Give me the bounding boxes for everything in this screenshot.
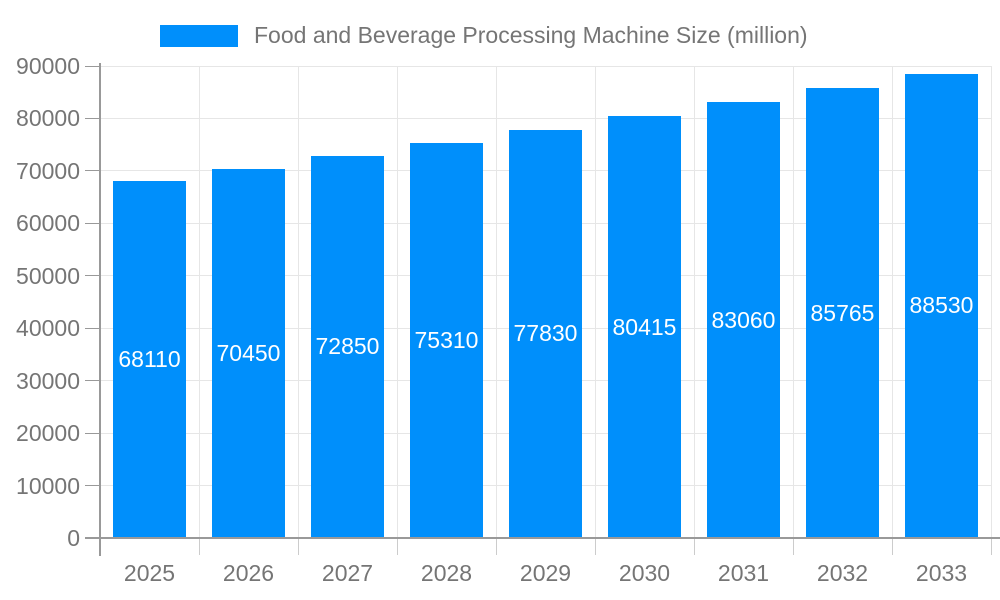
legend: Food and Beverage Processing Machine Siz…	[160, 22, 808, 49]
x-gridline	[396, 66, 398, 538]
x-axis-tick	[396, 538, 398, 555]
bar-2025[interactable]: 68110	[113, 180, 186, 538]
bar-value-label: 88530	[909, 292, 974, 319]
x-axis-label: 2028	[420, 560, 473, 586]
y-gridline	[100, 117, 991, 119]
x-axis-tick	[792, 538, 794, 555]
y-axis-label: 90000	[16, 53, 80, 79]
bar-value-label: 68110	[118, 345, 181, 372]
x-axis-line	[85, 537, 1000, 539]
y-axis-label: 20000	[16, 420, 80, 447]
y-axis-label: 80000	[16, 105, 80, 132]
x-axis-tick	[297, 538, 299, 555]
y-gridline	[100, 65, 991, 67]
y-axis-label: 70000	[16, 157, 80, 184]
y-axis-tick	[85, 222, 100, 224]
x-gridline	[990, 66, 992, 538]
bar-2027[interactable]: 72850	[311, 155, 384, 538]
x-axis-tick	[495, 538, 497, 555]
y-axis-tick	[85, 65, 100, 67]
y-axis-tick	[85, 432, 100, 434]
x-gridline	[792, 66, 794, 538]
bar-value-label: 83060	[711, 306, 776, 333]
legend-swatch[interactable]	[160, 24, 238, 47]
x-gridline	[198, 66, 200, 538]
x-axis-label: 2025	[123, 560, 176, 586]
x-axis-label: 2031	[717, 560, 770, 586]
bar-2026[interactable]: 70450	[212, 168, 285, 538]
y-axis-label: 0	[67, 525, 80, 551]
y-axis-label: 10000	[16, 472, 80, 499]
x-gridline	[495, 66, 497, 538]
bar-value-label: 85765	[810, 299, 875, 326]
x-gridline	[693, 66, 695, 538]
x-gridline	[297, 66, 299, 538]
bar-value-label: 75310	[414, 327, 479, 353]
x-axis-label: 2026	[222, 560, 275, 586]
bar-value-label: 80415	[612, 313, 677, 340]
x-axis-tick	[693, 538, 695, 555]
bar-value-label: 77830	[513, 320, 578, 347]
y-axis-tick	[85, 485, 100, 487]
bar-2031[interactable]: 83060	[707, 102, 780, 538]
x-axis-tick	[990, 538, 992, 555]
legend-label[interactable]: Food and Beverage Processing Machine Siz…	[254, 22, 808, 48]
y-axis-tick	[85, 117, 100, 119]
x-axis-label: 2032	[816, 560, 869, 586]
x-axis-label: 2030	[618, 560, 671, 586]
bar-2030[interactable]: 80415	[608, 116, 681, 538]
bar-2033[interactable]: 88530	[905, 73, 978, 538]
y-axis-label: 40000	[16, 315, 80, 342]
x-axis-label: 2029	[519, 560, 572, 586]
y-axis-tick	[85, 275, 100, 277]
bar-2032[interactable]: 85765	[806, 88, 879, 538]
y-axis-tick	[85, 380, 100, 382]
x-axis-tick	[198, 538, 200, 555]
x-axis-tick	[594, 538, 596, 555]
bar-value-label: 72850	[315, 333, 380, 360]
y-axis-label: 60000	[16, 210, 80, 237]
y-axis-tick	[85, 327, 100, 329]
y-axis-tick	[85, 170, 100, 172]
bar-2028[interactable]: 75310	[410, 143, 483, 538]
y-axis-label: 30000	[16, 367, 80, 394]
y-axis-label: 50000	[16, 262, 80, 289]
x-axis-label: 2027	[321, 560, 374, 586]
bar-2029[interactable]: 77830	[509, 129, 582, 538]
x-gridline	[891, 66, 893, 538]
x-axis-tick	[891, 538, 893, 555]
x-axis-label: 2033	[915, 560, 968, 586]
x-gridline	[594, 66, 596, 538]
y-axis-line	[99, 63, 101, 556]
bar-value-label: 70450	[216, 339, 281, 366]
